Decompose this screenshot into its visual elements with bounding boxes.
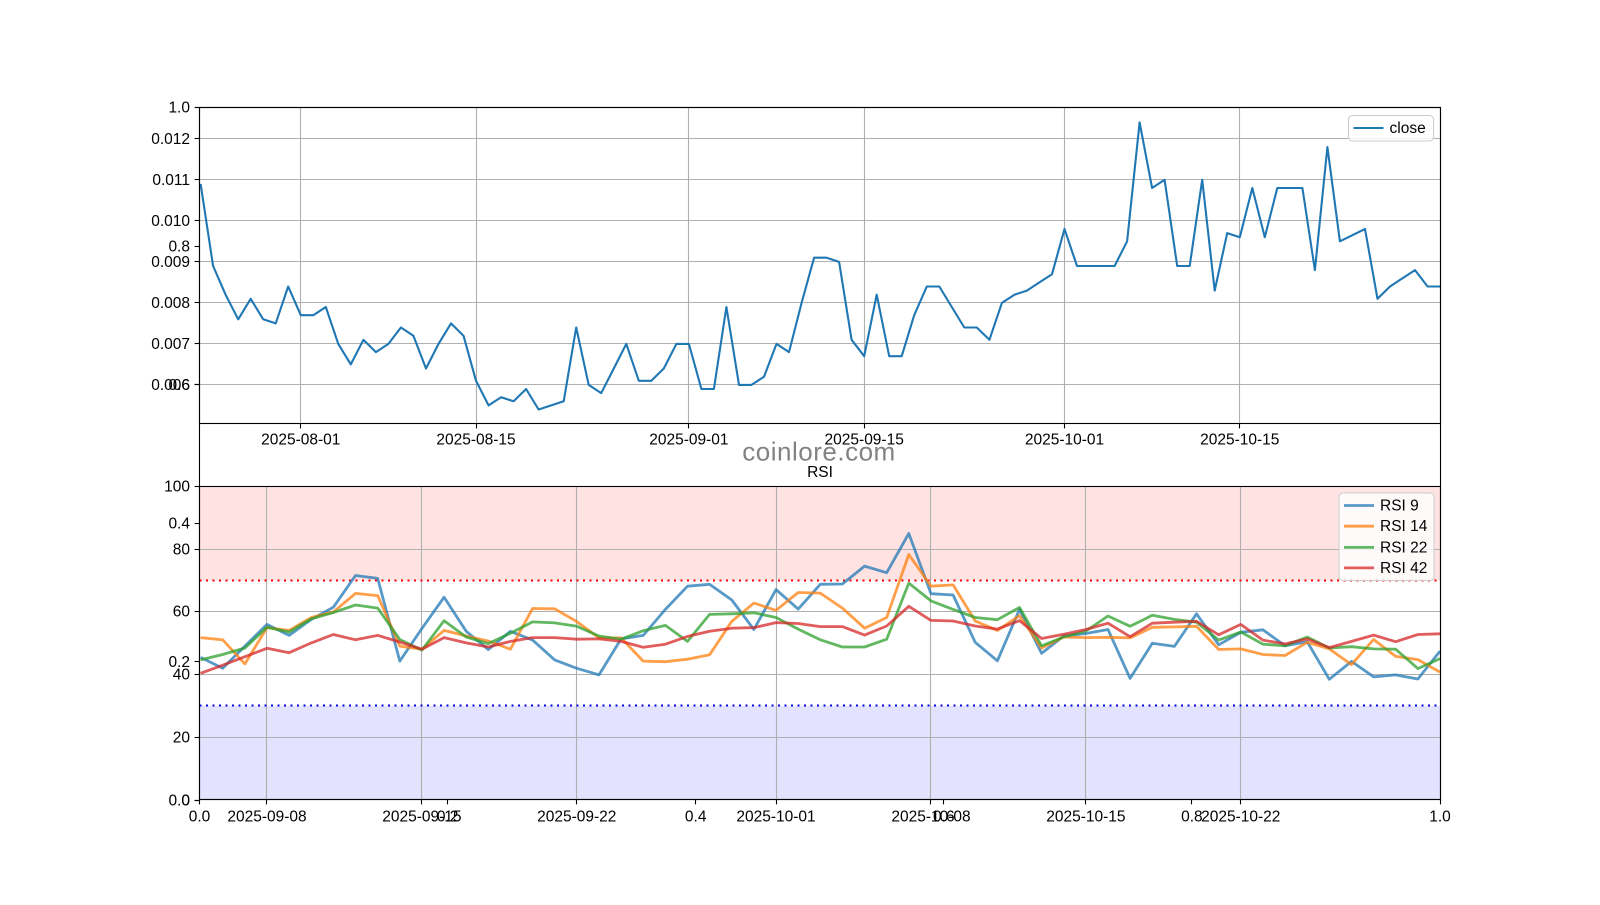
svg-text:0.0: 0.0 xyxy=(189,809,211,826)
svg-text:60: 60 xyxy=(173,604,191,621)
svg-text:0.4: 0.4 xyxy=(168,516,190,533)
svg-text:0.8: 0.8 xyxy=(1181,809,1203,826)
svg-text:RSI: RSI xyxy=(807,464,833,481)
svg-text:2025-09-01: 2025-09-01 xyxy=(649,432,728,449)
svg-text:2025-09-15: 2025-09-15 xyxy=(382,809,461,826)
svg-text:1.0: 1.0 xyxy=(1429,809,1451,826)
svg-text:0.6: 0.6 xyxy=(933,809,955,826)
svg-text:0.011: 0.011 xyxy=(152,172,190,189)
svg-text:coinlore.com: coinlore.com xyxy=(742,437,895,467)
svg-text:2025-10-08: 2025-10-08 xyxy=(891,809,970,826)
svg-text:2025-09-08: 2025-09-08 xyxy=(227,809,306,826)
svg-text:0.0: 0.0 xyxy=(168,793,190,810)
svg-text:RSI 22: RSI 22 xyxy=(1380,539,1427,556)
svg-text:2025-10-01: 2025-10-01 xyxy=(736,809,815,826)
svg-text:RSI 9: RSI 9 xyxy=(1380,498,1419,515)
svg-text:0.6: 0.6 xyxy=(168,377,190,394)
svg-text:0.4: 0.4 xyxy=(685,809,707,826)
svg-text:2025-08-01: 2025-08-01 xyxy=(261,432,340,449)
svg-text:0.2: 0.2 xyxy=(437,809,459,826)
svg-text:0.009: 0.009 xyxy=(151,254,190,271)
svg-text:2025-09-15: 2025-09-15 xyxy=(825,432,904,449)
svg-text:2025-10-15: 2025-10-15 xyxy=(1200,432,1279,449)
svg-text:2025-08-15: 2025-08-15 xyxy=(436,432,515,449)
svg-text:RSI 42: RSI 42 xyxy=(1380,560,1427,577)
svg-text:2025-10-22: 2025-10-22 xyxy=(1201,809,1280,826)
svg-text:2025-09-22: 2025-09-22 xyxy=(537,809,616,826)
svg-text:0: 0 xyxy=(181,793,190,810)
svg-text:40: 40 xyxy=(173,667,191,684)
svg-text:0.012: 0.012 xyxy=(151,131,190,148)
svg-text:close: close xyxy=(1390,120,1426,137)
svg-text:2025-10-15: 2025-10-15 xyxy=(1046,809,1125,826)
svg-text:0.2: 0.2 xyxy=(168,654,190,671)
svg-text:80: 80 xyxy=(173,542,191,559)
svg-text:2025-10-01: 2025-10-01 xyxy=(1025,432,1104,449)
svg-text:RSI 14: RSI 14 xyxy=(1380,518,1428,535)
svg-text:0.006: 0.006 xyxy=(151,377,190,394)
svg-text:0.008: 0.008 xyxy=(151,295,190,312)
svg-text:1.0: 1.0 xyxy=(168,100,190,117)
svg-text:0.8: 0.8 xyxy=(168,238,190,255)
svg-text:100: 100 xyxy=(164,479,190,496)
svg-text:0.007: 0.007 xyxy=(151,336,190,353)
svg-text:0.010: 0.010 xyxy=(151,213,190,230)
svg-text:20: 20 xyxy=(173,730,191,747)
